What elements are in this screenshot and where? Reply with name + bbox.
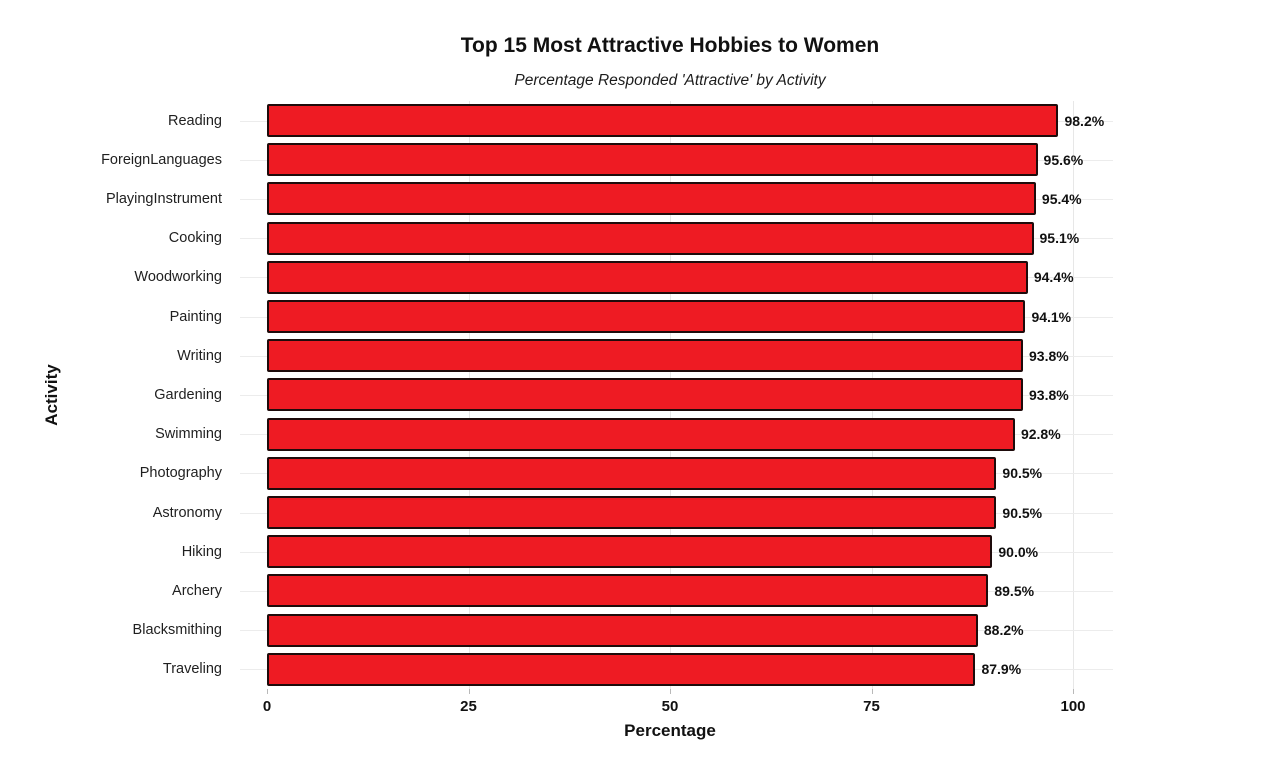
- category-label: Photography: [139, 465, 222, 482]
- value-label: 94.4%: [1033, 269, 1074, 286]
- x-tick-label: 50: [661, 698, 679, 715]
- x-tick-mark: [871, 689, 873, 694]
- bar: [267, 574, 989, 608]
- value-label: 90.0%: [998, 543, 1039, 560]
- value-label: 94.1%: [1031, 308, 1072, 325]
- bar: [267, 104, 1059, 137]
- bar: [267, 143, 1038, 177]
- x-tick-mark: [670, 689, 671, 694]
- category-label: Blacksmithing: [132, 622, 222, 639]
- value-label: 95.1%: [1039, 230, 1080, 247]
- value-label: 95.6%: [1043, 151, 1084, 168]
- category-label: ForeignLanguages: [101, 151, 222, 168]
- bar: [267, 221, 1034, 255]
- bar: [267, 417, 1015, 451]
- value-label: 93.8%: [1029, 347, 1069, 364]
- category-label: Woodworking: [134, 269, 222, 286]
- category-label: Archery: [172, 582, 222, 599]
- x-axis-label: Percentage: [624, 721, 716, 740]
- bar: [267, 652, 976, 686]
- chart-subtitle: Percentage Responded 'Attractive' by Act…: [514, 72, 826, 89]
- bar: [267, 378, 1024, 412]
- category-label: Astronomy: [152, 504, 222, 521]
- category-label: Swimming: [155, 426, 222, 443]
- bar: [267, 535, 993, 569]
- value-label: 90.5%: [1002, 465, 1043, 482]
- x-tick-label: 75: [863, 698, 880, 715]
- value-label: 87.9%: [981, 661, 1022, 678]
- bar: [267, 260, 1028, 294]
- value-label: 98.2%: [1064, 112, 1105, 129]
- bar: [267, 613, 978, 647]
- bar: [267, 496, 997, 529]
- category-label: Writing: [177, 347, 222, 364]
- category-label: PlayingInstrument: [105, 190, 222, 207]
- x-tick-mark: [468, 689, 470, 694]
- category-label: Reading: [167, 112, 222, 129]
- value-label: 93.8%: [1029, 386, 1069, 403]
- x-tick-mark: [267, 689, 268, 694]
- category-label: Cooking: [168, 230, 222, 247]
- value-label: 89.5%: [994, 582, 1035, 599]
- x-tick-mark: [1073, 689, 1074, 694]
- value-label: 92.8%: [1020, 426, 1061, 443]
- category-label: Gardening: [154, 386, 222, 403]
- bar: [267, 339, 1024, 373]
- x-tick-label: 100: [1060, 698, 1086, 715]
- category-label: Hiking: [181, 543, 222, 560]
- value-label: 88.2%: [983, 622, 1024, 639]
- x-tick-label: 25: [460, 698, 477, 715]
- chart-title: Top 15 Most Attractive Hobbies to Women: [460, 34, 880, 57]
- value-label: 90.5%: [1002, 504, 1043, 521]
- x-tick-label: 0: [262, 698, 272, 715]
- bar: [267, 182, 1036, 216]
- bar: [267, 456, 997, 490]
- category-label: Traveling: [162, 661, 222, 678]
- category-label: Painting: [169, 308, 222, 325]
- bar: [267, 300, 1026, 333]
- value-label: 95.4%: [1041, 190, 1082, 207]
